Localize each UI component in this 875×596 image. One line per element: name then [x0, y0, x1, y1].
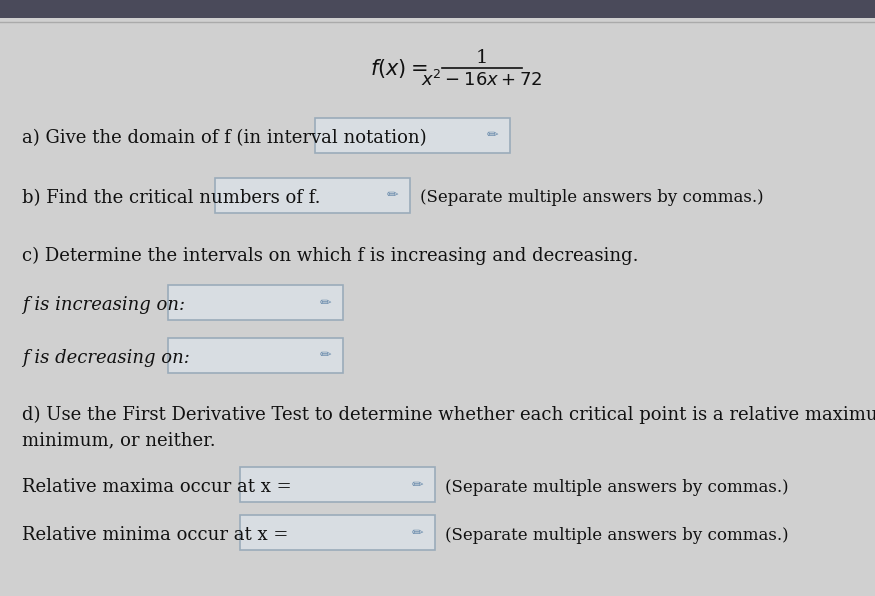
Text: a) Give the domain of f (in interval notation): a) Give the domain of f (in interval not…: [22, 129, 427, 147]
Text: ✏: ✏: [319, 349, 331, 362]
Text: d) Use the First Derivative Test to determine whether each critical point is a r: d) Use the First Derivative Test to dete…: [22, 406, 875, 424]
Text: Relative minima occur at x =: Relative minima occur at x =: [22, 526, 289, 544]
Bar: [240, 515, 435, 550]
Bar: [168, 285, 343, 320]
Text: minimum, or neither.: minimum, or neither.: [22, 431, 215, 449]
Bar: [215, 178, 410, 213]
Text: ✏: ✏: [319, 296, 331, 309]
Text: b) Find the critical numbers of f.: b) Find the critical numbers of f.: [22, 189, 320, 207]
Text: ✏: ✏: [411, 477, 423, 492]
Text: Relative maxima occur at x =: Relative maxima occur at x =: [22, 478, 291, 496]
Text: (Separate multiple answers by commas.): (Separate multiple answers by commas.): [445, 526, 788, 544]
Text: 1: 1: [476, 49, 488, 67]
Bar: [315, 118, 510, 153]
Bar: [0, 0, 875, 18]
Text: f is increasing on:: f is increasing on:: [22, 296, 186, 314]
Text: c) Determine the intervals on which f is increasing and decreasing.: c) Determine the intervals on which f is…: [22, 247, 639, 265]
Text: (Separate multiple answers by commas.): (Separate multiple answers by commas.): [420, 190, 764, 206]
Text: ✏: ✏: [487, 129, 498, 142]
Bar: [168, 338, 343, 373]
Text: f is decreasing on:: f is decreasing on:: [22, 349, 190, 367]
Text: ✏: ✏: [411, 526, 423, 539]
Text: (Separate multiple answers by commas.): (Separate multiple answers by commas.): [445, 479, 788, 495]
Bar: [240, 467, 435, 502]
Text: ✏: ✏: [386, 188, 398, 203]
Text: $f(x) =$: $f(x) =$: [369, 57, 427, 79]
Text: $x^2 - 16x + 72$: $x^2 - 16x + 72$: [421, 70, 542, 90]
